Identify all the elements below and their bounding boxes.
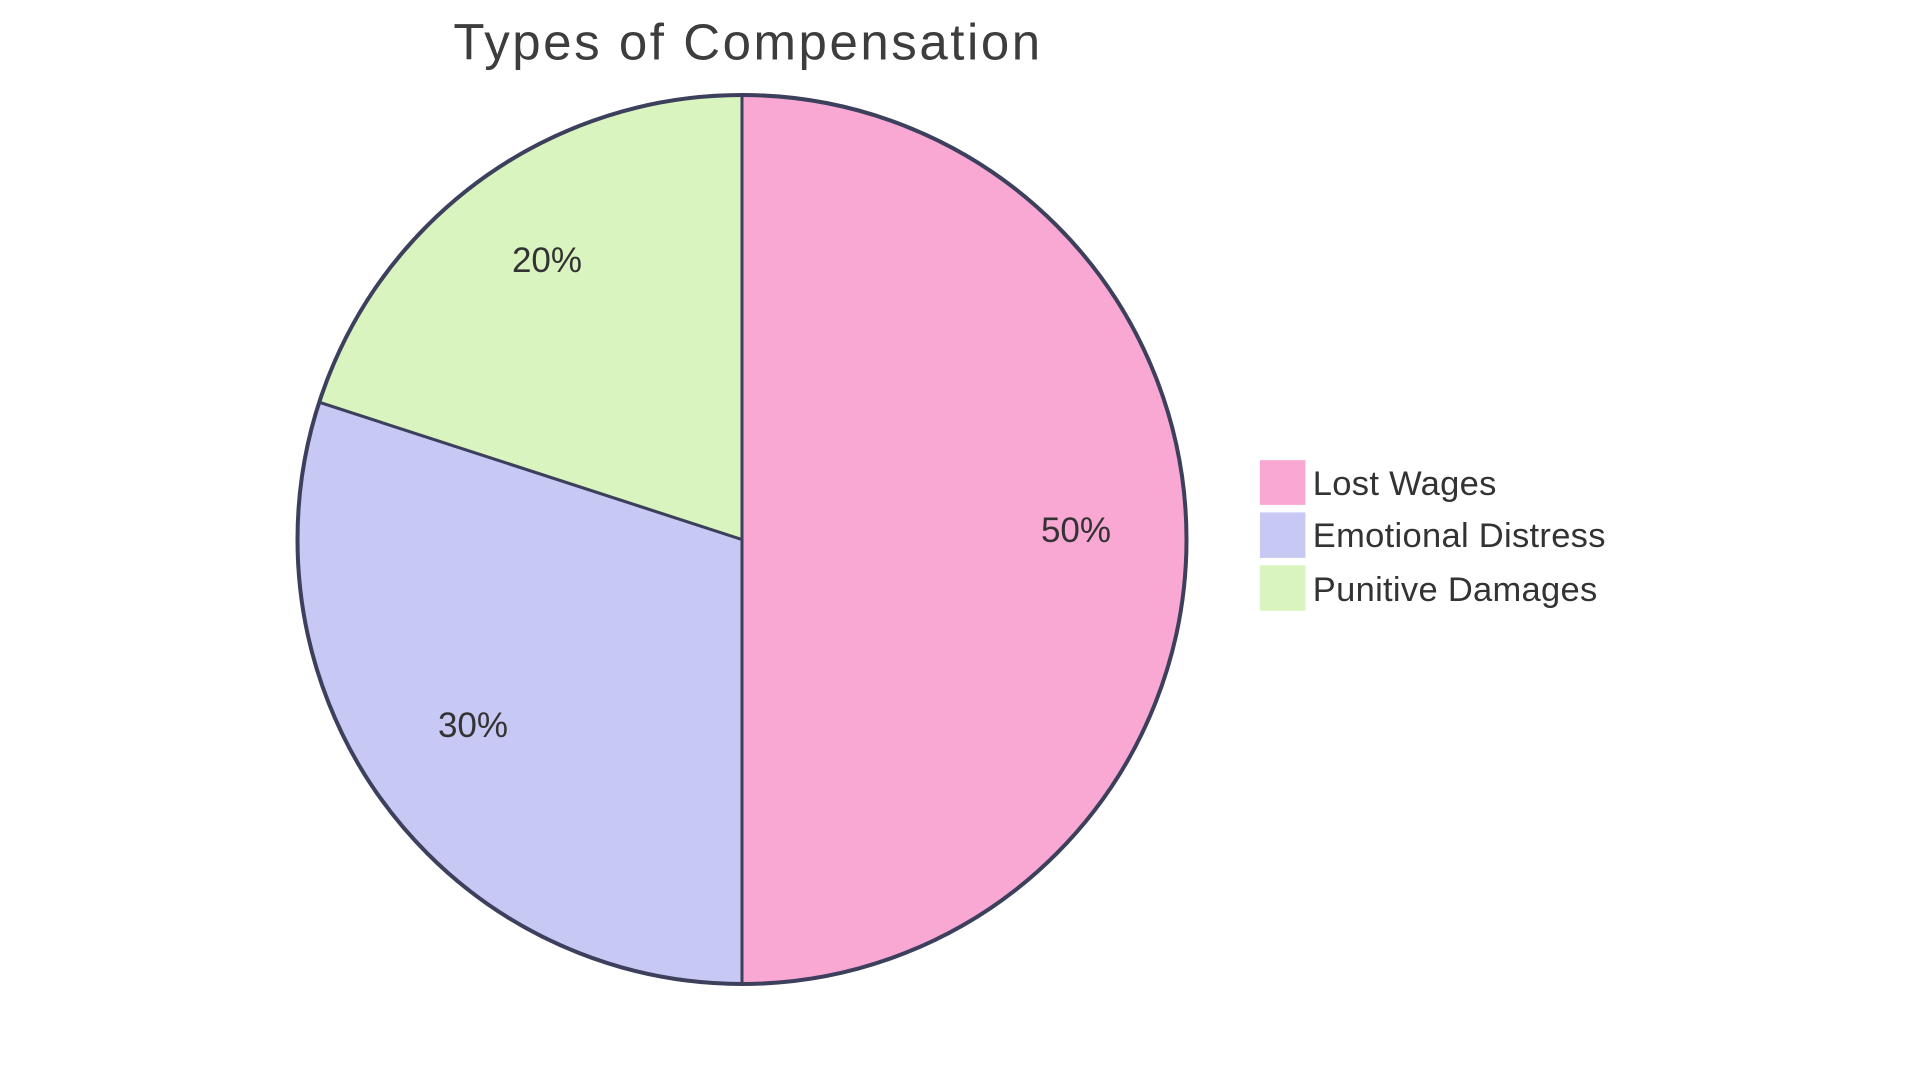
svg-text:30%: 30% <box>438 706 508 745</box>
svg-text:50%: 50% <box>1041 511 1111 550</box>
svg-text:Types of Compensation: Types of Compensation <box>453 14 1042 71</box>
svg-text:Punitive Damages: Punitive Damages <box>1313 571 1598 609</box>
svg-text:20%: 20% <box>512 241 582 280</box>
svg-text:Emotional Distress: Emotional Distress <box>1313 517 1606 555</box>
svg-text:Lost Wages: Lost Wages <box>1313 465 1497 503</box>
